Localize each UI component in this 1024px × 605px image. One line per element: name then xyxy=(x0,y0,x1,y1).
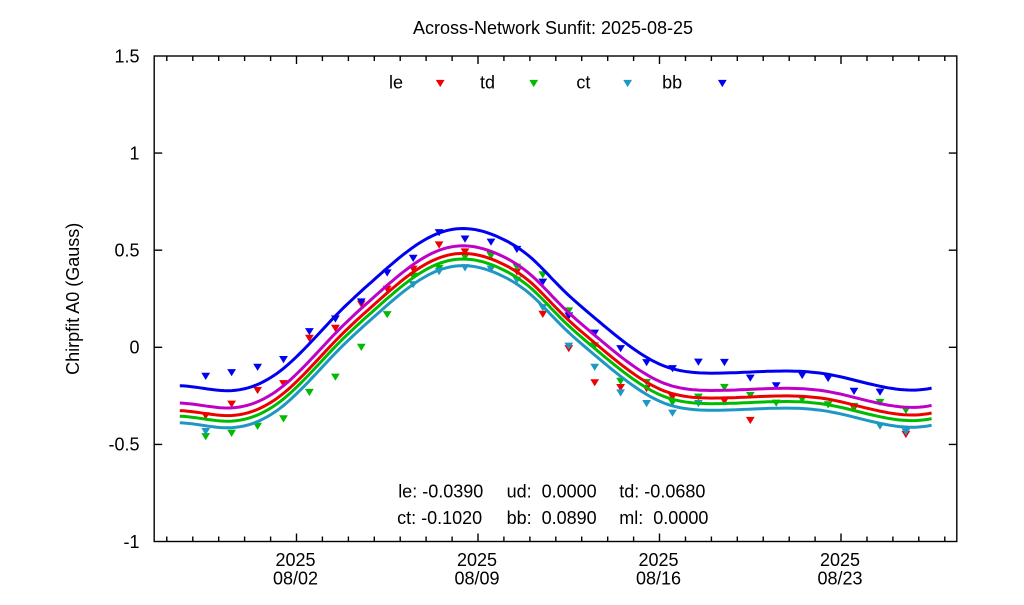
svg-text:2025: 2025 xyxy=(457,550,497,570)
svg-text:1.5: 1.5 xyxy=(114,46,139,66)
svg-text:0: 0 xyxy=(129,338,139,358)
svg-text:bb: bb xyxy=(662,73,682,93)
svg-text:Chirpfit A0 (Gauss): Chirpfit A0 (Gauss) xyxy=(63,223,83,375)
svg-text:2025: 2025 xyxy=(275,550,315,570)
svg-text:08/02: 08/02 xyxy=(273,569,318,589)
svg-text:td: -0.0680: td: -0.0680 xyxy=(619,482,705,502)
svg-text:08/16: 08/16 xyxy=(636,569,681,589)
svg-text:Across-Network Sunfit: 2025-08: Across-Network Sunfit: 2025-08-25 xyxy=(413,18,693,38)
svg-text:bb: 0.0890: bb: 0.0890 xyxy=(507,508,597,528)
svg-text:td: td xyxy=(480,73,495,93)
svg-text:0.5: 0.5 xyxy=(114,241,139,261)
svg-text:08/09: 08/09 xyxy=(454,569,499,589)
svg-text:le: le xyxy=(389,73,403,93)
svg-text:2025: 2025 xyxy=(820,550,860,570)
svg-text:ct: -0.1020: ct: -0.1020 xyxy=(397,508,482,528)
svg-text:1: 1 xyxy=(129,143,139,163)
svg-text:-1: -1 xyxy=(123,532,139,552)
svg-text:2025: 2025 xyxy=(638,550,678,570)
svg-text:-0.5: -0.5 xyxy=(108,435,139,455)
svg-text:ml: 0.0000: ml: 0.0000 xyxy=(619,508,708,528)
svg-text:08/23: 08/23 xyxy=(817,569,862,589)
svg-text:le: -0.0390: le: -0.0390 xyxy=(398,482,483,502)
svg-text:ct: ct xyxy=(576,73,590,93)
svg-text:ud: 0.0000: ud: 0.0000 xyxy=(507,482,597,502)
